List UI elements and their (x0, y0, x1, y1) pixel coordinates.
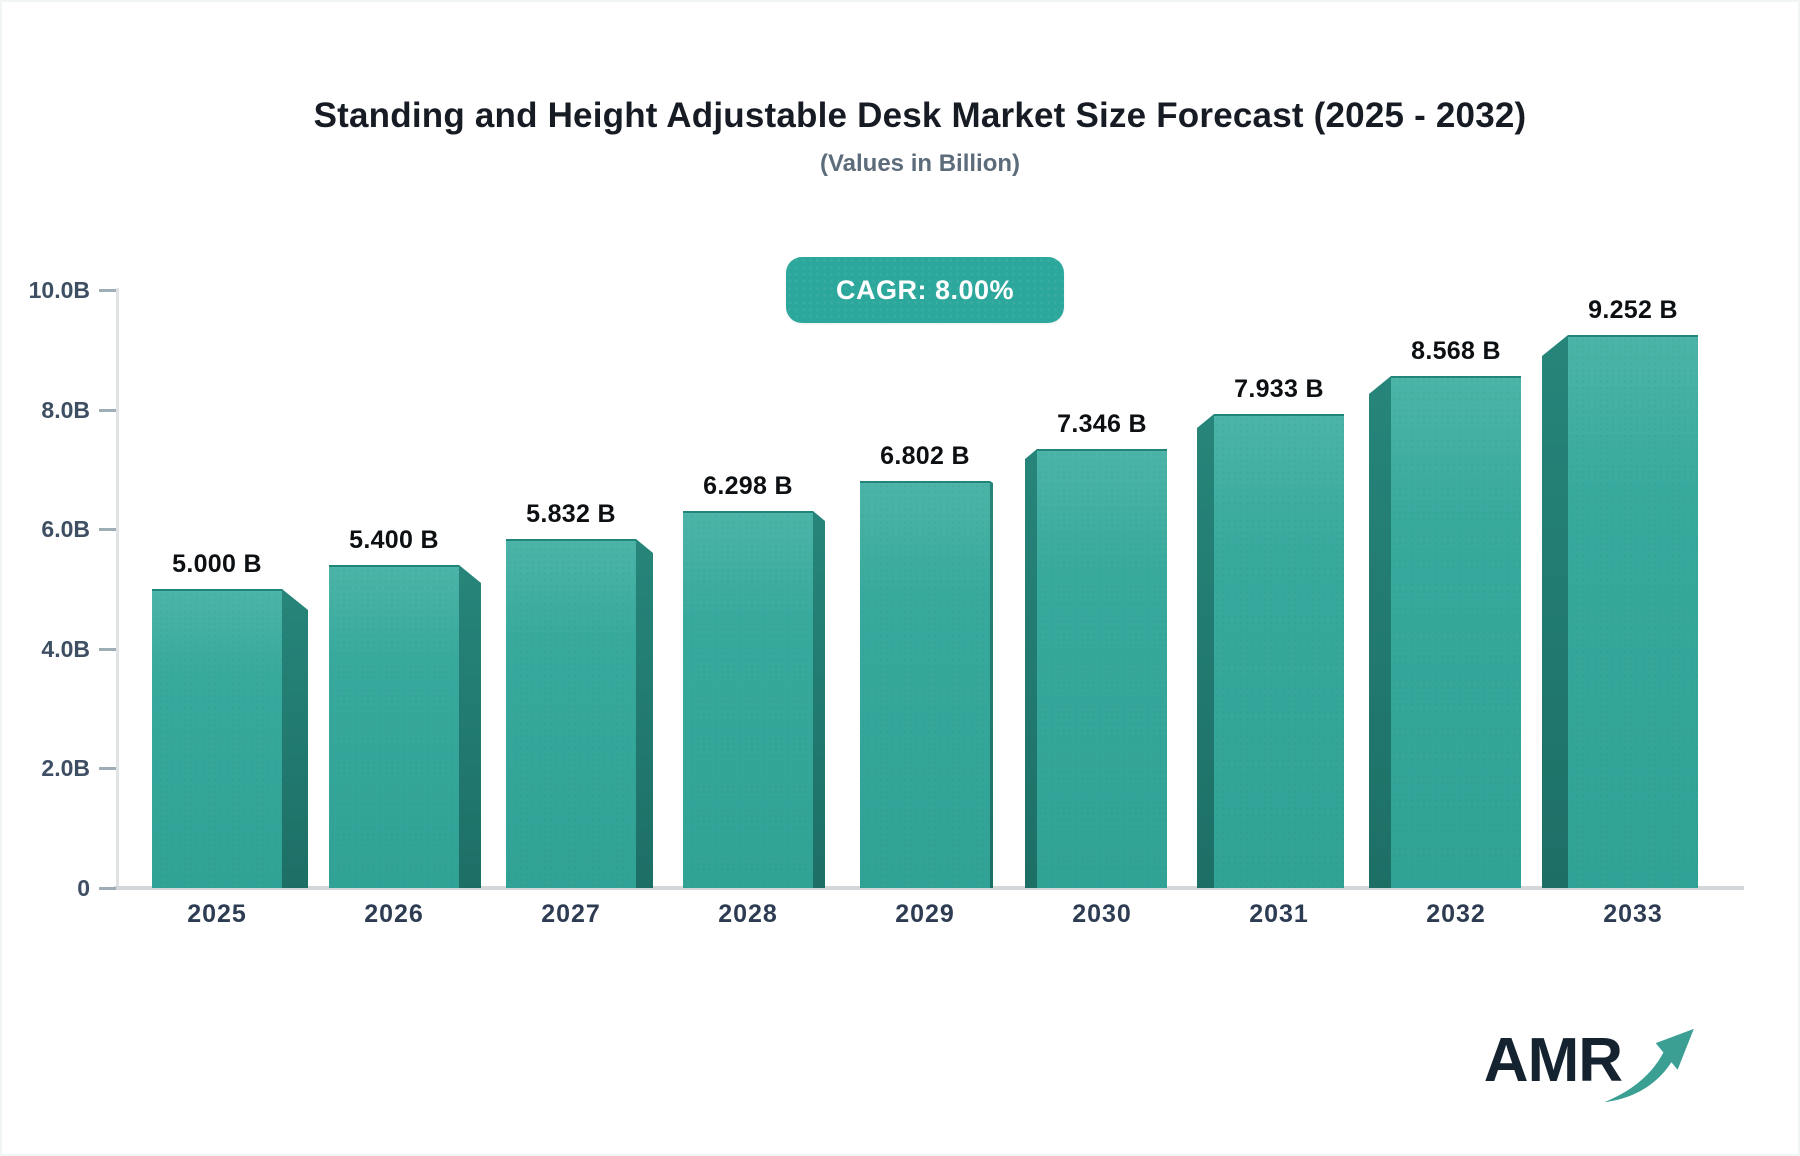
y-tick-mark (99, 528, 116, 532)
bar-value-label: 9.252 B (1588, 296, 1678, 324)
bar-side (990, 481, 993, 888)
bar-value-label: 6.802 B (880, 442, 970, 470)
bar-side (1025, 449, 1037, 888)
amr-logo-text: AMR (1483, 1026, 1623, 1095)
amr-logo: AMR (1483, 1026, 1698, 1106)
bar-face (683, 511, 813, 888)
bar-side (1542, 335, 1568, 888)
y-tick-mark (99, 289, 116, 292)
bar-side (636, 539, 653, 888)
bar-value-label: 5.832 B (526, 500, 616, 528)
chart-subtitle: (Values in Billion) (819, 150, 1021, 177)
bar-value-label: 8.568 B (1411, 337, 1501, 365)
x-axis-label: 2032 (1426, 900, 1486, 928)
bar-side (459, 565, 481, 888)
bar-face (1214, 414, 1344, 888)
x-axis-label: 2031 (1249, 900, 1309, 928)
bar-face (1037, 449, 1167, 888)
bar-face (1391, 376, 1521, 888)
bar-face (860, 481, 990, 888)
y-tick-mark (99, 887, 116, 890)
y-tick-mark (99, 408, 116, 412)
bar-side (1369, 376, 1391, 888)
y-tick-mark (99, 767, 116, 771)
bar-value-label: 5.400 B (349, 526, 439, 554)
x-axis-label: 2030 (1072, 900, 1132, 928)
x-axis-label: 2026 (364, 900, 424, 928)
y-tick-label: 0 (77, 875, 90, 901)
x-axis-label: 2029 (895, 900, 955, 928)
y-tick-mark (99, 647, 116, 651)
growth-arrow-icon (1604, 1028, 1694, 1103)
bar-value-label: 7.933 B (1234, 375, 1324, 403)
bar-face (1568, 335, 1698, 888)
y-tick-label: 8.0B (41, 396, 90, 423)
bar-face (329, 565, 459, 888)
bar-face (152, 589, 282, 888)
bar-side (813, 511, 825, 888)
x-axis-label: 2033 (1603, 900, 1663, 928)
cagr-badge: CAGR: 8.00% (786, 257, 1064, 323)
y-tick-label: 10.0B (28, 277, 90, 303)
bar-side (282, 589, 308, 888)
y-tick-label: 2.0B (41, 755, 90, 782)
x-axis-line (114, 886, 1744, 890)
chart-title: Standing and Height Adjustable Desk Mark… (313, 96, 1527, 135)
y-tick-label: 4.0B (41, 635, 90, 662)
x-axis-label: 2027 (541, 900, 601, 928)
y-axis-line (116, 288, 119, 888)
x-axis-label: 2025 (187, 900, 247, 928)
x-axis-label: 2028 (718, 900, 778, 928)
bar-value-label: 7.346 B (1057, 410, 1147, 438)
bar-face (506, 539, 636, 888)
bar-value-label: 5.000 B (172, 550, 262, 578)
y-tick-label: 6.0B (41, 516, 90, 543)
bar-side (1197, 414, 1214, 888)
bar-value-label: 6.298 B (703, 472, 793, 500)
